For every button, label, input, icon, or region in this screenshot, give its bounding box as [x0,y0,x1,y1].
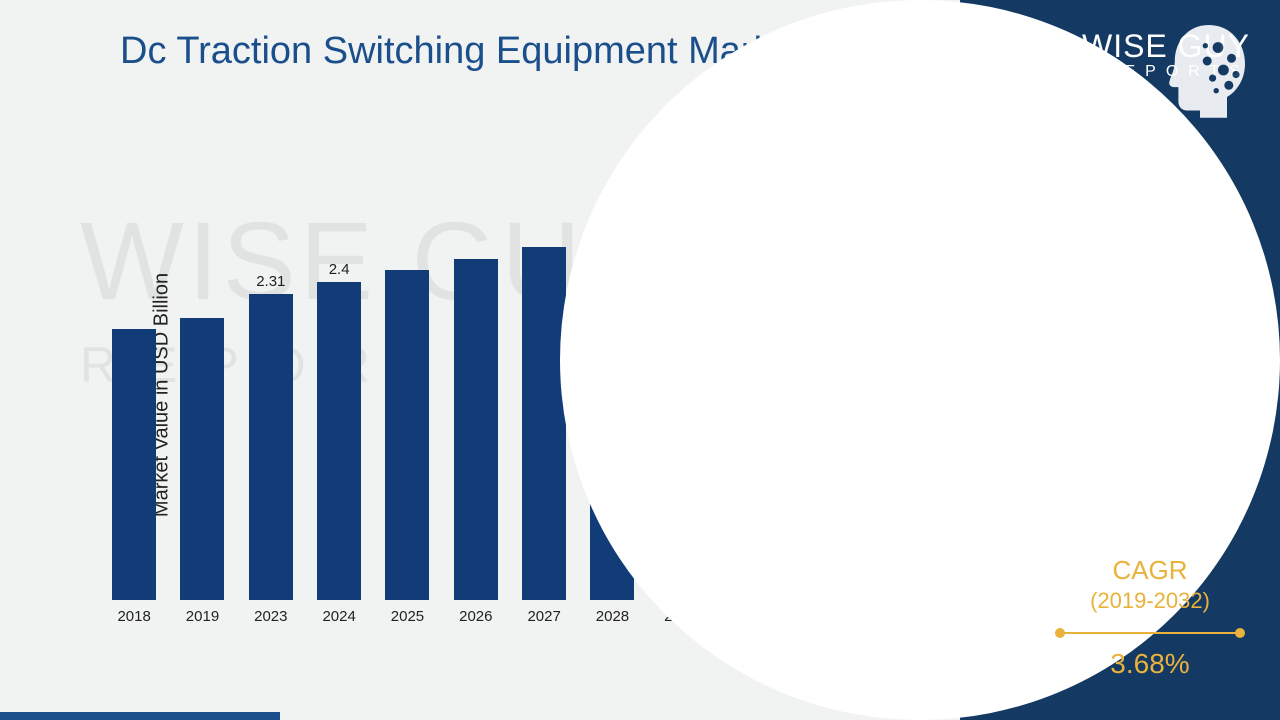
head-icon [1164,20,1254,120]
bar-wrap [168,150,236,600]
cagr-title: CAGR [1050,555,1250,586]
x-tick-label: 2028 [578,600,646,640]
x-tick-label: 2019 [168,600,236,640]
bar [454,259,498,600]
bar-wrap [373,150,441,600]
x-tick-label: 2024 [305,600,373,640]
footer-accent-bar [0,712,280,720]
x-tick-label: 2026 [442,600,510,640]
bar [249,294,293,600]
bar [112,329,156,600]
infographic-stage: WISE GUY REPORTS Dc Traction Switching E… [0,0,1280,720]
bar [385,270,429,600]
x-tick-label: 2018 [100,600,168,640]
cagr-range: (2019-2032) [1050,588,1250,614]
cagr-value: 3.68% [1050,648,1250,680]
bar [522,247,566,600]
x-tick-label: 2023 [237,600,305,640]
x-tick-label: 2025 [373,600,441,640]
bar-wrap [100,150,168,600]
cagr-divider [1060,632,1240,634]
bar-wrap: 2.31 [237,150,305,600]
x-tick-label: 2027 [510,600,578,640]
bar [317,282,361,600]
bar-value-label: 2.31 [256,273,285,290]
bar-wrap: 2.4 [305,150,373,600]
bar [180,318,224,600]
bar-wrap [442,150,510,600]
cagr-block: CAGR (2019-2032) 3.68% [1050,555,1250,680]
sidebar: WISE GUY REPORTS CAGR (2019-2032) 3.68% [960,0,1280,720]
chart-title: Dc Traction Switching Equipment Market [120,30,804,74]
bar-value-label: 2.4 [329,261,350,278]
